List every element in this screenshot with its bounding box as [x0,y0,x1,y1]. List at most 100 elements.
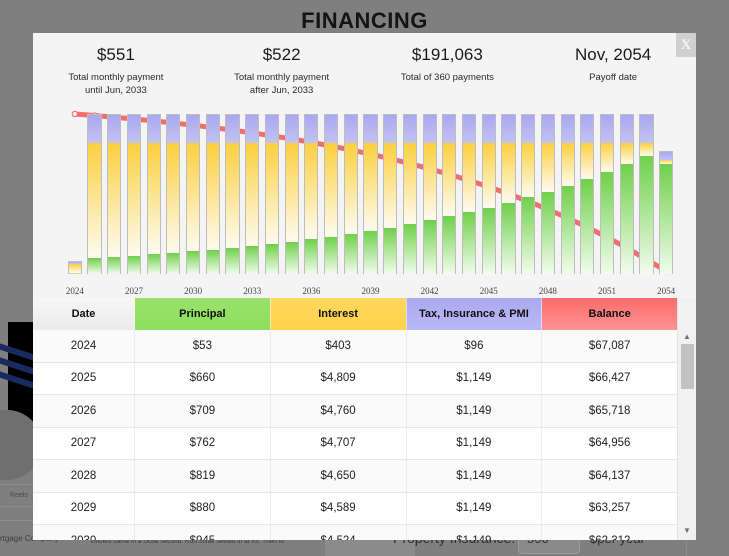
table-row: 2029 $880 $4,589 $1,149 $63,257 [33,492,678,525]
chart-bar [264,114,280,274]
chart-bar [481,114,496,274]
bar-segment-interest [226,142,239,248]
column-header-balance[interactable]: Balance [541,298,678,330]
bar-segment-interest [600,142,614,172]
bar-segment-interest [68,263,81,273]
bar-segment-tax [324,115,338,143]
table-row: 2027 $762 $4,707 $1,149 $64,956 [33,427,678,460]
bar-segment-interest [561,142,574,186]
bar-segment-principal [285,241,298,274]
chart-bar [383,114,398,274]
cell-interest: $4,760 [270,394,407,428]
column-header-date[interactable]: Date [33,298,135,330]
chart-x-tick: 2030 [184,286,203,296]
summary-label-line: until Jun, 2033 [84,85,147,96]
cell-balance: $64,137 [541,459,678,493]
cell-date: 2029 [33,492,135,525]
background-reels-label: Reels [10,492,28,499]
cell-interest: $4,707 [270,427,407,460]
chart-bar [146,114,161,274]
chart-bar [659,151,674,274]
bar-segment-tax [167,115,180,143]
bar-segment-tax [561,115,574,143]
summary-label-line: Total monthly payment [68,72,164,83]
bar-segment-principal [68,272,81,274]
bar-segment-tax [502,115,515,143]
summary-cell: $522 Total monthly payment after Jun, 20… [199,45,365,97]
cell-date: 2027 [33,427,135,460]
bar-segment-principal [541,191,554,274]
column-header-tax-insurance-pmi[interactable]: Tax, Insurance & PMI [406,298,543,330]
cell-interest: $4,524 [270,524,407,540]
close-icon[interactable]: X [676,33,696,57]
summary-cell: $191,063 Total of 360 payments [365,45,531,97]
scrollbar-thumb[interactable] [681,344,694,389]
chart-bar [126,114,142,274]
chart-bar [304,114,319,274]
scroll-up-icon[interactable]: ▲ [683,331,691,341]
bar-segment-tax [226,115,239,143]
chart-x-tick: 2054 [657,286,676,296]
bar-segment-interest [660,159,673,164]
bar-segment-tax [462,115,476,143]
bar-segment-tax [600,115,614,143]
summary-label: Total of 360 payments [365,71,531,84]
summary-label: Total monthly payment after Jun, 2033 [199,71,365,97]
bar-segment-interest [443,142,456,217]
cell-tax-insurance-pmi: $96 [406,330,543,363]
cell-balance: $62,312 [541,524,678,540]
bar-segment-principal [443,216,456,274]
bar-segment-tax [147,115,160,143]
amortization-table: Date Principal Interest Tax, Insurance &… [33,298,678,540]
cell-tax-insurance-pmi: $1,149 [406,427,543,460]
cell-interest: $4,809 [270,362,407,395]
summary-label-line: Total monthly payment [234,72,330,83]
summary-label-line: Total of 360 payments [400,72,494,83]
bar-segment-interest [246,142,259,246]
cell-tax-insurance-pmi: $1,149 [406,492,543,525]
chart-bar [363,114,378,274]
cell-principal: $709 [134,394,271,428]
bar-segment-tax [187,115,200,143]
bar-segment-tax [265,115,279,143]
bar-segment-interest [620,142,633,165]
balance-point [71,110,79,118]
cell-principal: $762 [134,427,271,460]
column-header-interest[interactable]: Interest [270,298,407,330]
scroll-down-icon[interactable]: ▼ [683,525,691,535]
table-scrollbar[interactable]: ▲ ▼ [677,298,696,540]
bar-segment-interest [147,142,160,255]
bar-segment-tax [68,261,81,264]
page-title: FINANCING [301,8,428,33]
cell-principal: $945 [134,524,271,540]
table-row: 2026 $709 $4,760 $1,149 $65,718 [33,394,678,428]
bar-segment-interest [265,142,279,244]
cell-tax-insurance-pmi: $1,149 [406,394,543,428]
cell-balance: $64,956 [541,427,678,460]
summary-value: $522 [262,45,301,64]
chart-x-tick: 2042 [420,286,439,296]
bar-segment-tax [443,115,456,143]
cell-date: 2030 [33,524,135,540]
bar-segment-interest [344,142,357,234]
bar-segment-principal [561,185,574,274]
bar-segment-interest [502,142,515,203]
bar-segment-interest [482,142,495,208]
column-header-principal[interactable]: Principal [134,298,271,330]
bar-segment-tax [660,152,673,160]
cell-tax-insurance-pmi: $1,149 [406,362,543,395]
bar-segment-tax [364,115,377,143]
bar-segment-interest [384,142,397,228]
bar-segment-tax [403,115,416,143]
chart-x-tick: 2039 [361,286,380,296]
bar-segment-principal [206,249,219,274]
chart-bar [323,114,339,274]
table-head: Date Principal Interest Tax, Insurance &… [33,298,678,330]
bar-segment-interest [167,142,180,253]
bar-segment-principal [581,178,594,274]
bar-segment-principal [384,227,397,274]
summary-label: Payoff date [530,71,696,84]
summary-cell: $551 Total monthly payment until Jun, 20… [33,45,199,97]
bar-segment-principal [620,164,633,274]
chart-x-tick: 2045 [479,286,498,296]
